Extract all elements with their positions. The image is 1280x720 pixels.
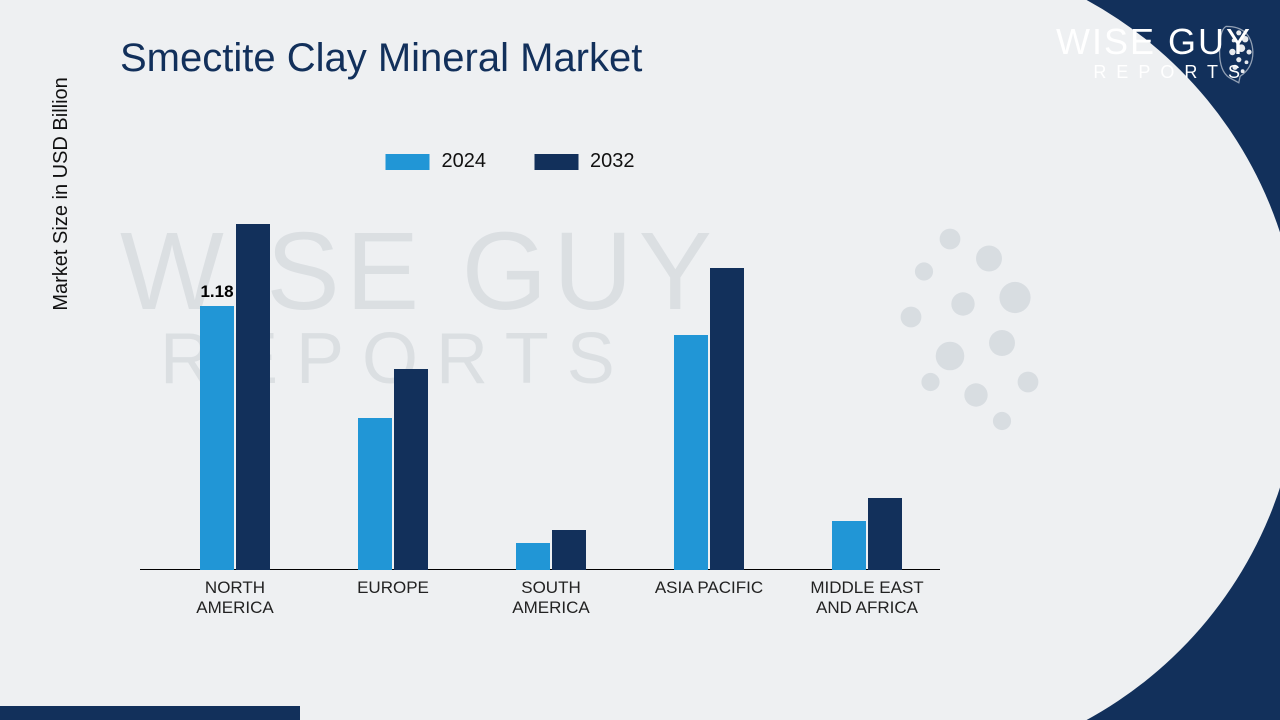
bar-group: 1.18NORTH AMERICA xyxy=(200,224,270,570)
legend-label-2024: 2024 xyxy=(442,150,487,173)
plot-region: 1.18NORTH AMERICA EUROPE SOUTH AMERICA ASIA… xyxy=(140,190,940,570)
footer-accent-bar xyxy=(0,706,300,720)
brand-logo: WISE GUY REPORTS xyxy=(1056,24,1252,83)
y-axis-label: Market Size in USD Billion xyxy=(50,78,73,311)
chart-area: Market Size in USD Billion 2024 2032 1.1… xyxy=(60,150,960,680)
bar-group: MIDDLE EAST AND AFRICA xyxy=(832,498,902,570)
legend-swatch-2024 xyxy=(386,154,430,170)
bar-group: ASIA PACIFIC xyxy=(674,268,744,570)
bar: 1.18 xyxy=(200,306,234,570)
x-axis-label: MIDDLE EAST AND AFRICA xyxy=(807,578,927,619)
x-axis-label: SOUTH AMERICA xyxy=(491,578,611,619)
bar xyxy=(868,498,902,570)
legend-item-2032: 2032 xyxy=(534,150,635,173)
bar xyxy=(394,369,428,570)
chart-title: Smectite Clay Mineral Market xyxy=(120,36,642,81)
bar-value-label: 1.18 xyxy=(182,282,252,302)
x-axis-label: EUROPE xyxy=(333,578,453,598)
x-axis-label: NORTH AMERICA xyxy=(175,578,295,619)
legend: 2024 2032 xyxy=(386,150,635,173)
bar xyxy=(552,530,586,570)
legend-label-2032: 2032 xyxy=(590,150,635,173)
bar xyxy=(516,543,550,570)
head-dots-icon xyxy=(1194,20,1258,84)
bar xyxy=(710,268,744,570)
legend-swatch-2032 xyxy=(534,154,578,170)
bar xyxy=(674,335,708,570)
bar xyxy=(358,418,392,570)
x-axis-label: ASIA PACIFIC xyxy=(649,578,769,598)
legend-item-2024: 2024 xyxy=(386,150,487,173)
bar xyxy=(236,224,270,570)
bar xyxy=(832,521,866,570)
bar-group: EUROPE xyxy=(358,369,428,570)
bar-group: SOUTH AMERICA xyxy=(516,530,586,570)
